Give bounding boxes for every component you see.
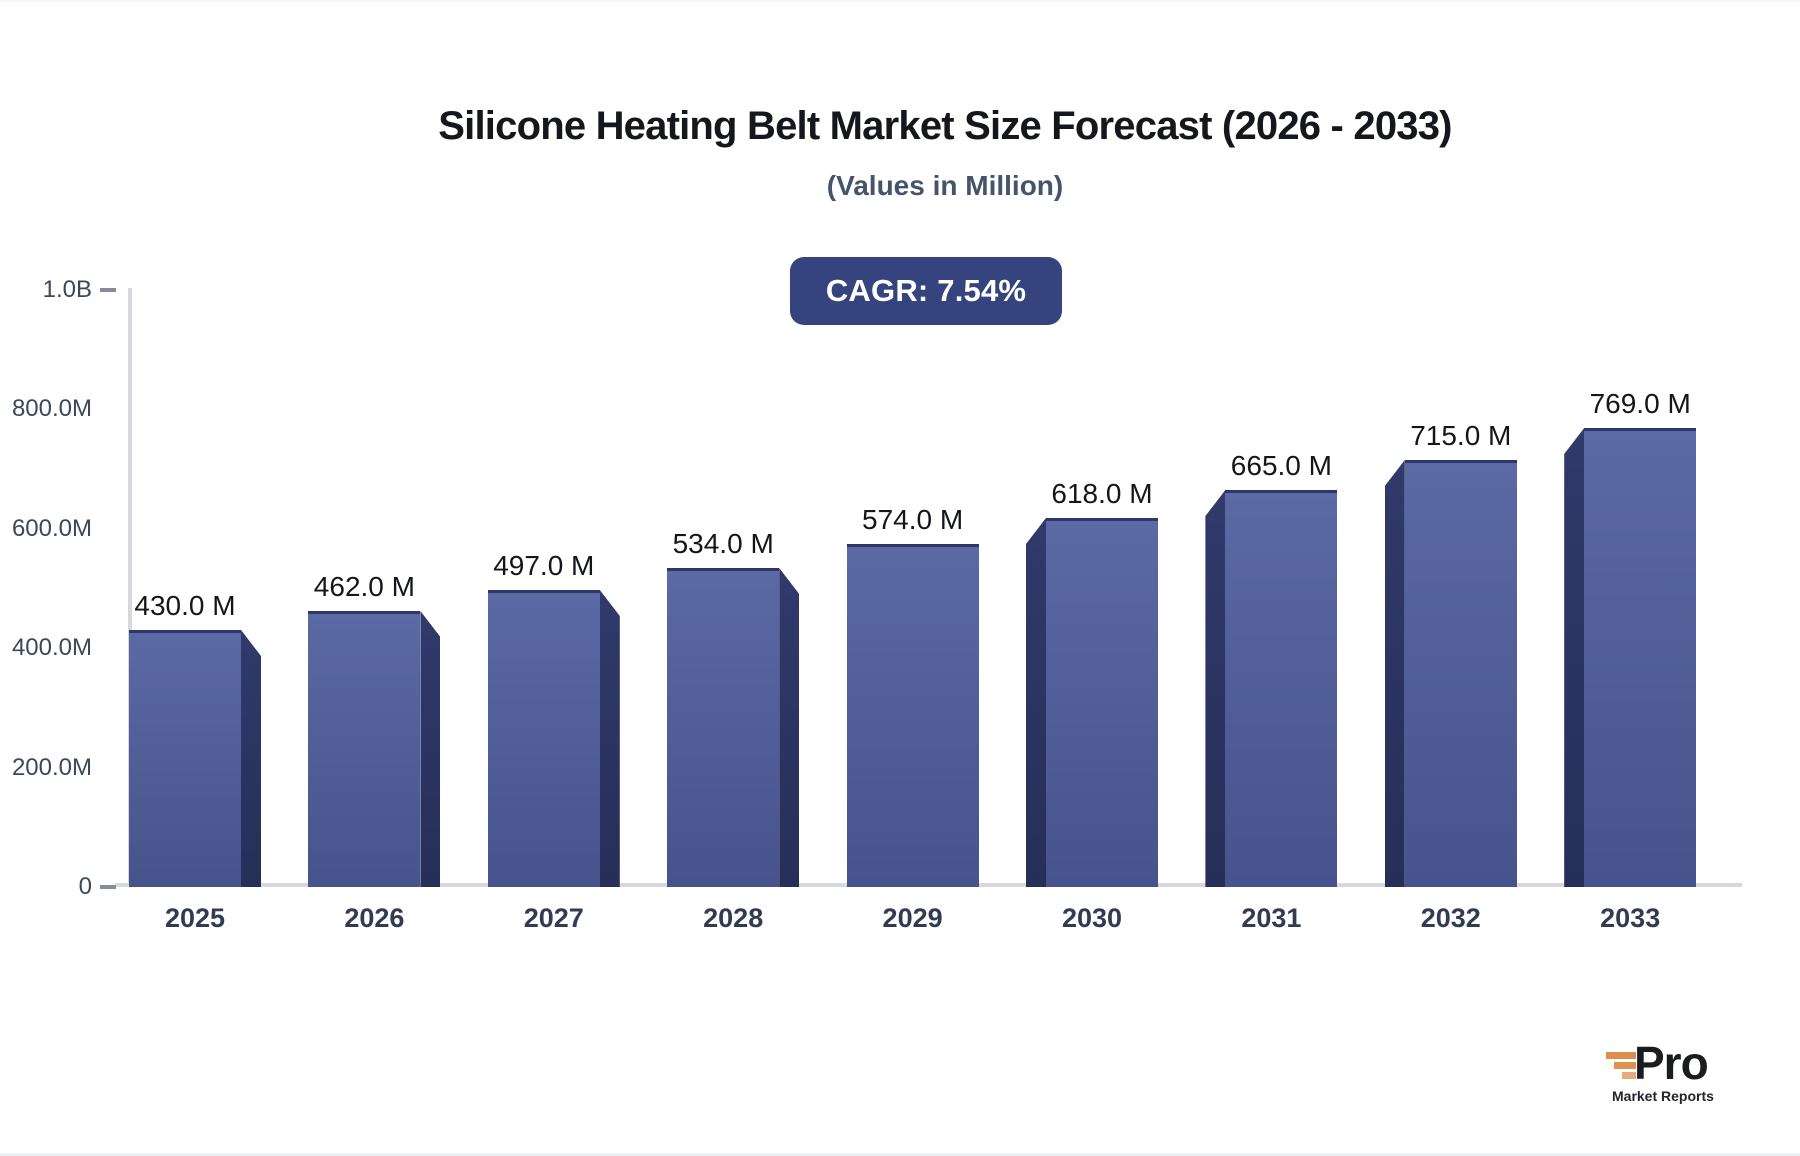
y-axis-line bbox=[128, 288, 132, 887]
bar-2032[interactable] bbox=[1404, 460, 1517, 887]
bar-side-facet bbox=[1205, 490, 1226, 887]
bar-value-label: 497.0 M bbox=[493, 550, 595, 581]
bar-value-label: 665.0 M bbox=[1230, 450, 1332, 481]
x-axis-year-label: 2033 bbox=[1600, 903, 1661, 933]
logo-bar bbox=[1622, 1072, 1636, 1079]
bar-2027[interactable] bbox=[487, 590, 600, 887]
bar-group-2027: 497.0 M 2027 bbox=[487, 290, 620, 950]
y-axis-tick-mark bbox=[100, 288, 116, 292]
brand-logo: Pro Market Reports bbox=[1604, 1040, 1774, 1110]
bar-2029[interactable] bbox=[846, 544, 979, 887]
bar-group-2028: 534.0 M 2028 bbox=[667, 290, 800, 950]
bar-side-facet bbox=[1564, 428, 1585, 887]
x-axis-year-label: 2030 bbox=[1061, 903, 1123, 933]
bar-group-2032: 715.0 M 2032 bbox=[1384, 290, 1517, 950]
bar-group-2025: 430.0 M 2025 bbox=[129, 290, 261, 950]
bar-side-facet bbox=[1026, 518, 1046, 887]
bar-group-2031: 665.0 M 2031 bbox=[1205, 290, 1338, 950]
bar-value-label: 715.0 M bbox=[1410, 420, 1512, 451]
y-axis-tick-mark bbox=[100, 885, 116, 889]
bar-side-facet bbox=[779, 568, 800, 887]
logo-brand-text: Pro bbox=[1634, 1037, 1709, 1089]
bar-side-facet bbox=[599, 590, 620, 887]
logo-bar bbox=[1606, 1052, 1636, 1059]
bar-2030[interactable] bbox=[1046, 518, 1158, 887]
chart-title: Silicone Heating Belt Market Size Foreca… bbox=[438, 104, 1452, 148]
bar-value-label: 430.0 M bbox=[134, 590, 236, 621]
bar-group-2026: 462.0 M 2026 bbox=[308, 290, 441, 950]
bar-side-facet bbox=[1384, 460, 1405, 887]
y-axis-tick-label: 800.0M bbox=[11, 395, 92, 423]
bar-value-label: 618.0 M bbox=[1051, 478, 1153, 509]
y-axis-tick-label: 600.0M bbox=[11, 514, 92, 542]
bar-2025[interactable] bbox=[129, 630, 241, 887]
y-axis-tick-label: 0 bbox=[78, 873, 92, 900]
x-axis-year-label: 2028 bbox=[703, 903, 764, 933]
bar-2033[interactable] bbox=[1584, 428, 1697, 887]
cagr-badge: CAGR: 7.54% bbox=[790, 257, 1062, 325]
bar-side-facet bbox=[241, 630, 261, 887]
x-axis-year-label: 2025 bbox=[164, 903, 226, 933]
y-axis-tick-label: 1.0B bbox=[42, 276, 92, 303]
logo-tagline: Market Reports bbox=[1612, 1088, 1714, 1104]
bar-value-label: 534.0 M bbox=[672, 528, 774, 559]
logo-bar bbox=[1614, 1062, 1636, 1069]
bar-side-facet bbox=[420, 611, 441, 887]
logo-bars-icon bbox=[1604, 1052, 1636, 1082]
bar-2028[interactable] bbox=[667, 568, 780, 887]
x-axis-year-label: 2031 bbox=[1241, 903, 1302, 933]
y-axis-tick-label: 200.0M bbox=[11, 753, 92, 781]
bar-value-label: 769.0 M bbox=[1589, 388, 1691, 419]
bar-group-2033: 769.0 M 2033 bbox=[1564, 290, 1697, 950]
bar-2026[interactable] bbox=[308, 611, 421, 887]
y-axis-tick-label: 400.0M bbox=[11, 634, 92, 662]
x-axis-year-label: 2032 bbox=[1420, 903, 1481, 933]
bar-value-label: 462.0 M bbox=[313, 571, 415, 602]
x-axis-year-label: 2027 bbox=[523, 903, 584, 933]
cagr-label: CAGR: 7.54% bbox=[825, 273, 1027, 308]
bar-2031[interactable] bbox=[1225, 490, 1338, 887]
x-axis-year-label: 2029 bbox=[882, 903, 943, 933]
bar-value-label: 574.0 M bbox=[862, 504, 964, 535]
chart-subtitle: (Values in Million) bbox=[826, 170, 1064, 201]
bar-group-2029: 574.0 M 2029 bbox=[846, 290, 979, 950]
x-axis-year-label: 2026 bbox=[344, 903, 405, 933]
bar-group-2030: 618.0 M 2030 bbox=[1026, 290, 1158, 950]
